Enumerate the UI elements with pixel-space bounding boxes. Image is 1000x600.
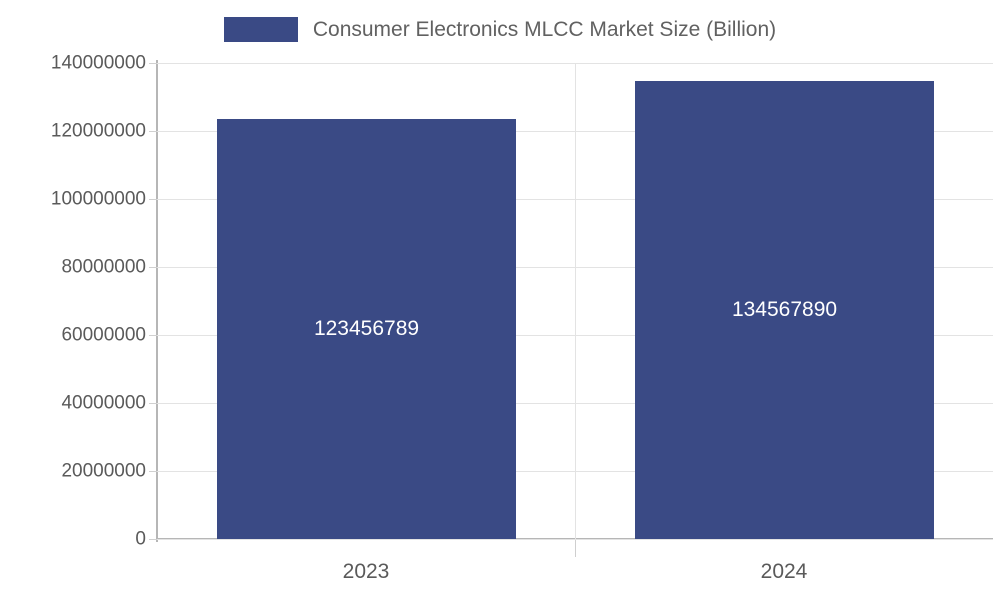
y-axis-line [156, 60, 158, 542]
bar-value-label: 134567890 [731, 298, 838, 322]
legend-item-label: Consumer Electronics MLCC Market Size (B… [312, 17, 777, 41]
y-axis-tick-label: 80000000 [61, 256, 146, 278]
chart-legend: Consumer Electronics MLCC Market Size (B… [0, 0, 1000, 58]
y-axis-tick [149, 131, 157, 132]
legend-item-consumer-electronics-mlcc[interactable]: Consumer Electronics MLCC Market Size (B… [223, 16, 777, 42]
x-gridline [575, 63, 576, 539]
y-gridline [157, 539, 993, 540]
x-axis-tick [575, 540, 576, 557]
y-axis-labels: 0 20000000 40000000 60000000 80000000 1000000… [0, 0, 146, 600]
y-axis-tick-label: 0 [135, 528, 146, 550]
bar-value-label: 123456789 [313, 317, 420, 341]
bar[interactable]: 123456789 [217, 119, 516, 539]
y-axis-tick-label: 20000000 [61, 460, 146, 482]
y-axis-tick-label: 40000000 [61, 392, 146, 414]
y-axis-tick [149, 403, 157, 404]
y-axis-tick [149, 539, 157, 540]
y-axis-tick-label: 100000000 [50, 188, 146, 210]
y-axis-tick [149, 199, 157, 200]
y-axis-tick-label: 60000000 [61, 324, 146, 346]
y-axis-tick-label: 140000000 [50, 52, 146, 74]
x-axis-category-label: 2024 [760, 560, 808, 583]
plot-area: 123456789 134567890 [157, 63, 993, 540]
bar[interactable]: 134567890 [635, 81, 934, 539]
legend-color-swatch-icon [223, 16, 298, 42]
y-axis-tick [149, 335, 157, 336]
y-axis-tick-label: 120000000 [50, 120, 146, 142]
y-axis-tick [149, 471, 157, 472]
y-axis-tick [149, 63, 157, 64]
y-axis-tick [149, 267, 157, 268]
x-axis-category-label: 2023 [342, 560, 390, 583]
